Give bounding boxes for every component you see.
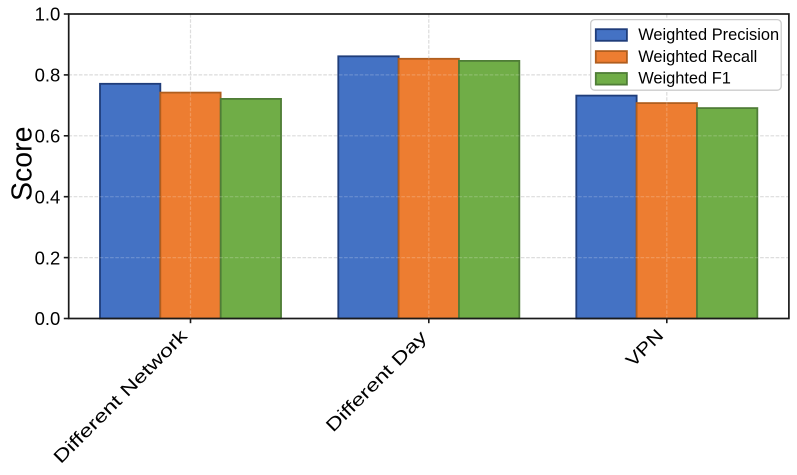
- svg-text:0.4: 0.4: [35, 186, 61, 207]
- svg-text:Weighted Recall: Weighted Recall: [638, 48, 757, 66]
- svg-text:0.8: 0.8: [35, 65, 61, 86]
- svg-text:Weighted Precision: Weighted Precision: [638, 26, 779, 44]
- svg-text:0.0: 0.0: [35, 308, 61, 329]
- svg-text:1.0: 1.0: [35, 4, 61, 25]
- svg-text:Weighted F1: Weighted F1: [638, 70, 731, 88]
- svg-text:Score: Score: [6, 127, 38, 201]
- svg-text:0.2: 0.2: [35, 247, 61, 268]
- svg-text:0.6: 0.6: [35, 126, 61, 147]
